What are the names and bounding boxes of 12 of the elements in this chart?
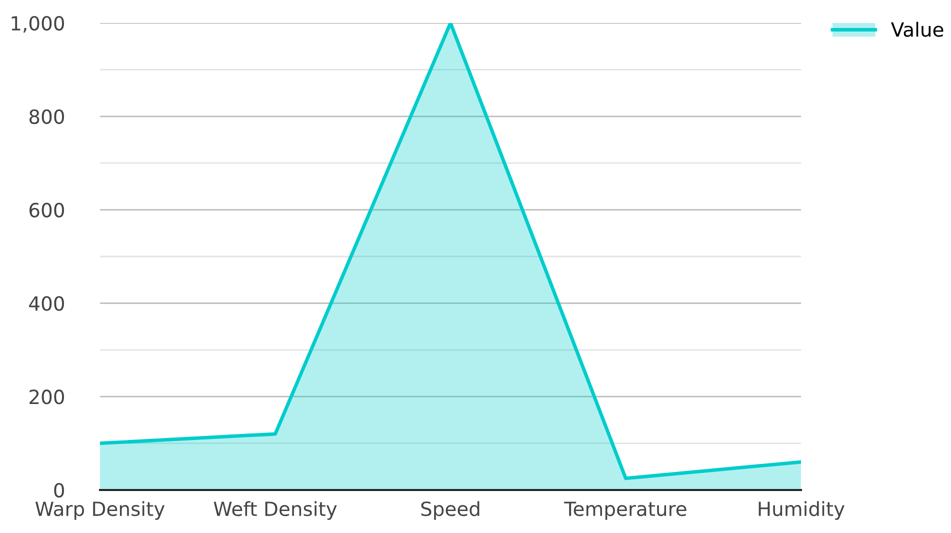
x-tick-label: Temperature [564,502,686,520]
x-tick-label: Humidity [758,501,845,520]
y-tick-label: 1,000 [12,16,64,33]
y-tick-label: 800 [29,109,64,124]
y-tick-label: 0 [54,482,64,498]
y-tick-label: 600 [30,202,64,218]
legend-label: Value [891,22,944,37]
y-tick-label: 400 [29,296,64,311]
y-tick-label: 200 [30,390,64,404]
x-tick-label: Warp Density [35,501,165,520]
x-tick-label: Speed [421,501,480,520]
x-tick-label: Weft Density [214,501,337,520]
